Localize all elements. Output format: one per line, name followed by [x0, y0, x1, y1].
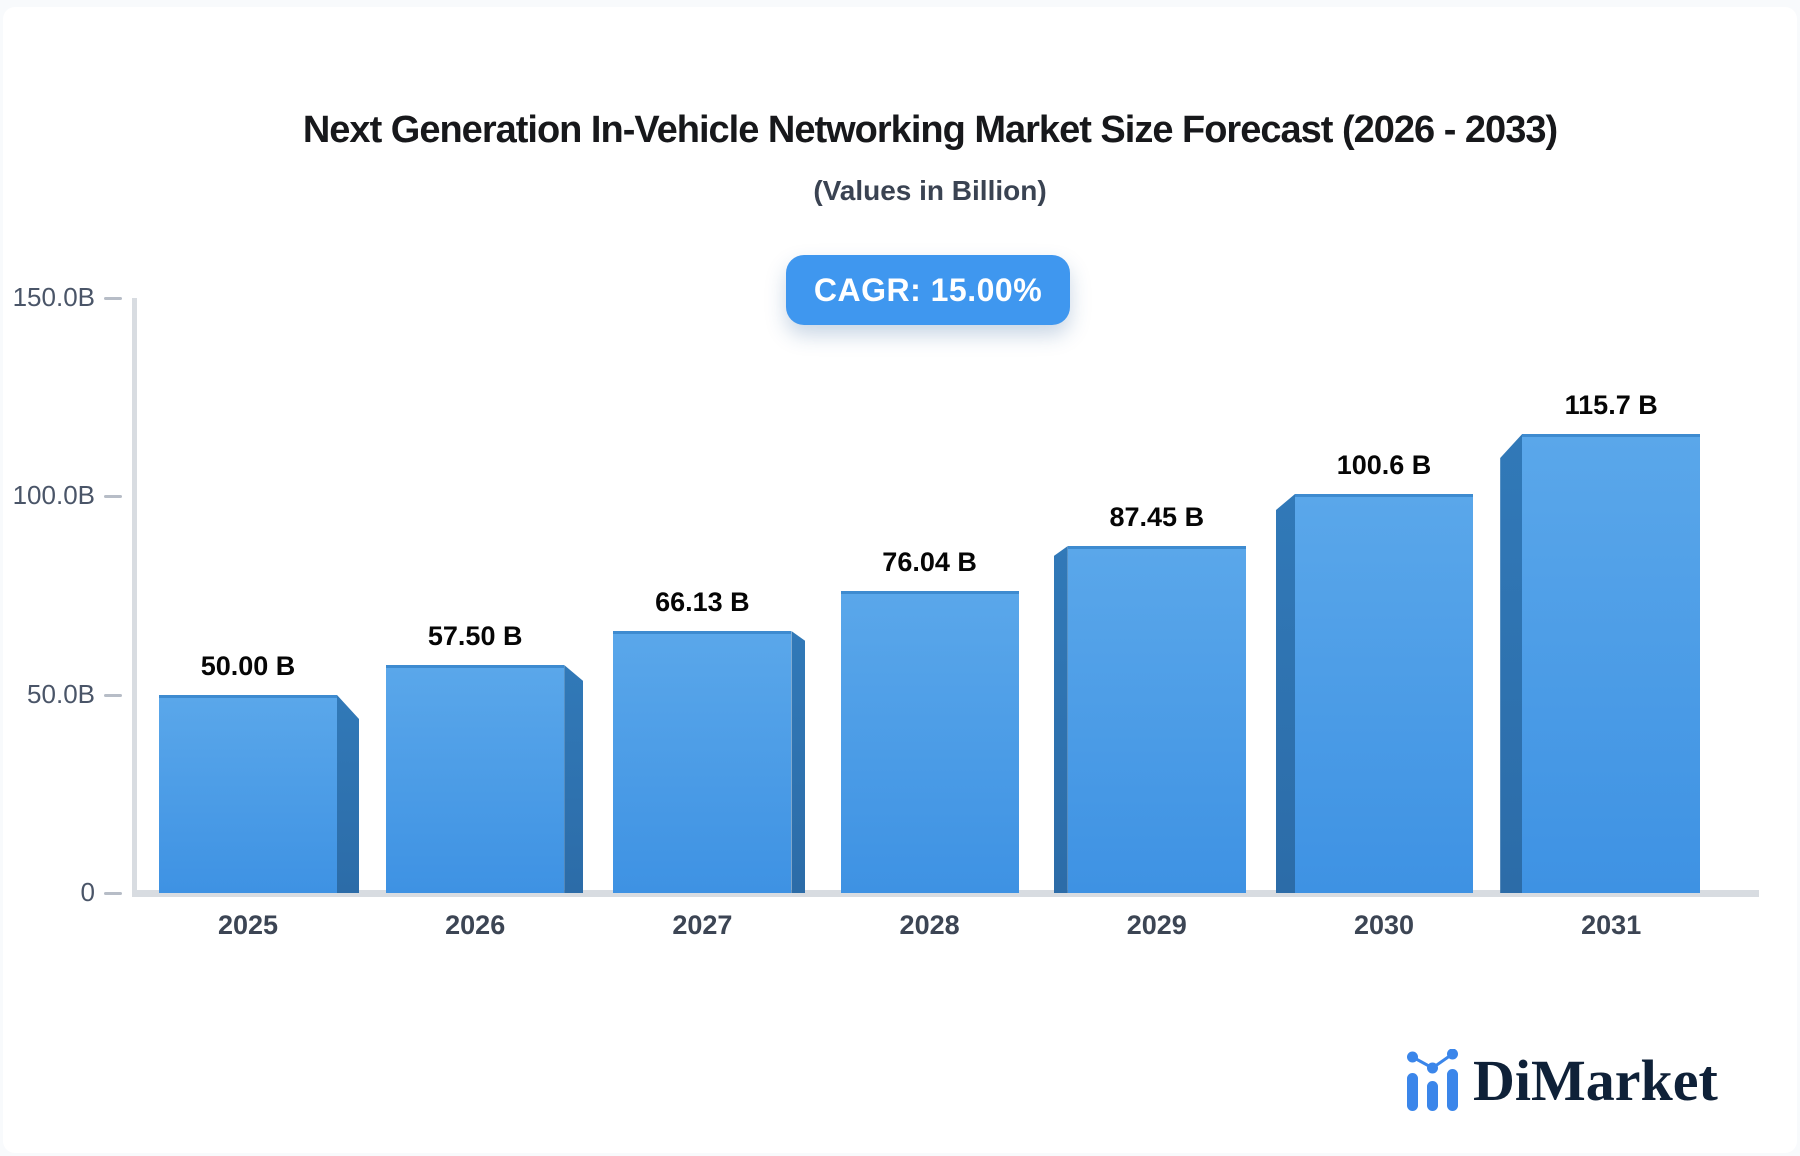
bar-value-label: 50.00 B [200, 651, 296, 681]
chart-title: Next Generation In-Vehicle Networking Ma… [302, 109, 1558, 151]
y-axis-tick-mark [104, 892, 122, 895]
y-axis-tick-label: 150.0B [12, 282, 95, 312]
bar-side-face-2030 [1276, 494, 1295, 893]
x-axis-label: 2025 [217, 910, 279, 940]
bar-value-label: 100.6 B [1336, 450, 1432, 480]
bar-value-label: 87.45 B [1109, 502, 1205, 532]
x-axis-label: 2028 [899, 910, 960, 940]
bar-side-face-2027 [791, 631, 806, 893]
bar-2029[interactable] [1067, 546, 1246, 893]
y-axis-tick-label: 50.0B [27, 678, 95, 709]
bar-2031[interactable] [1522, 434, 1701, 893]
cagr-badge: CAGR: 15.00% [786, 255, 1070, 325]
bar-side-face-2026 [564, 665, 584, 893]
bar-value-label: 66.13 B [655, 587, 750, 617]
x-axis-label: 2031 [1581, 910, 1642, 940]
bar-2027[interactable] [613, 631, 792, 893]
x-axis-label: 2026 [445, 910, 506, 940]
bar-value-label: 115.7 B [1564, 390, 1658, 420]
bar-line-chart-icon [1407, 1049, 1458, 1111]
y-axis-tick-label: 0 [80, 877, 95, 907]
bar-2026[interactable] [386, 665, 565, 893]
x-axis-label: 2029 [1126, 910, 1187, 940]
y-axis-tick-label: 100.0B [12, 480, 95, 511]
y-axis-line [132, 298, 137, 893]
x-axis-baseline [132, 890, 1759, 897]
x-axis-label: 2030 [1353, 910, 1415, 940]
bar-side-face-2025 [337, 695, 359, 893]
brand-name: DiMarket [1473, 1048, 1718, 1113]
y-axis-tick-mark [104, 297, 122, 300]
bar-2028[interactable] [840, 591, 1019, 893]
bar-2030[interactable] [1295, 494, 1473, 893]
bar-value-label: 76.04 B [882, 547, 977, 577]
x-axis-label: 2027 [672, 910, 733, 940]
bar-side-face-2029 [1053, 546, 1068, 893]
y-axis-tick-mark [104, 693, 122, 697]
chart-card: Next Generation In-Vehicle Networking Ma… [3, 7, 1797, 1153]
bar-2025[interactable] [159, 695, 337, 893]
y-axis-tick-mark [104, 495, 122, 499]
brand-logo: DiMarket [1405, 1037, 1718, 1113]
bar-side-face-2031 [1500, 434, 1523, 893]
bar-value-label: 57.50 B [427, 621, 523, 651]
chart-subtitle: (Values in Billion) [813, 175, 1047, 206]
